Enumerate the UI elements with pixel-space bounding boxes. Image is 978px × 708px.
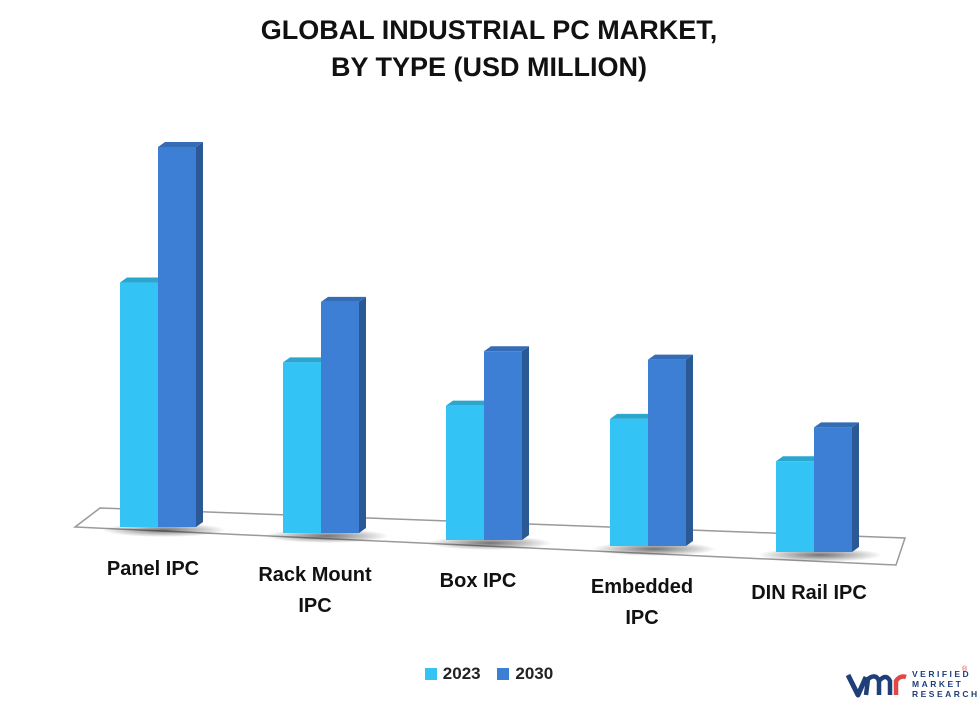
bar-front xyxy=(484,351,522,540)
bar-2023 xyxy=(776,456,821,552)
bar-front xyxy=(648,359,686,546)
chart-title: GLOBAL INDUSTRIAL PC MARKET, BY TYPE (US… xyxy=(0,12,978,86)
bar-front xyxy=(776,461,814,552)
registered-mark: ® xyxy=(962,666,968,673)
bar-front xyxy=(321,301,359,533)
category-label-line: DIN Rail IPC xyxy=(751,582,867,604)
bar-side xyxy=(852,422,859,552)
legend-item-2023: 2023 xyxy=(424,664,481,684)
bar-top xyxy=(158,142,203,147)
category-label-line: Rack Mount xyxy=(258,564,372,586)
category-label-line: IPC xyxy=(625,607,658,629)
brand-text-line-2: MARKET xyxy=(912,679,964,689)
category-label: Box IPC xyxy=(440,570,517,592)
bar-top xyxy=(446,400,491,406)
bar-top xyxy=(484,346,529,352)
bars-layer xyxy=(102,142,882,562)
category-labels: Panel IPC Rack Mount IPC Box IPC Embedded IPC… xyxy=(107,558,867,629)
vmr-logo-icon xyxy=(846,673,907,698)
legend-swatch-2030 xyxy=(497,668,510,680)
bar-front xyxy=(283,362,321,533)
bar-top xyxy=(610,413,655,419)
bar-2030 xyxy=(814,422,859,552)
category-label-line: Panel IPC xyxy=(107,558,199,580)
category-label-line: Box IPC xyxy=(440,570,517,592)
bar-front xyxy=(120,282,158,527)
bar-top xyxy=(283,357,328,363)
category-label-line: IPC xyxy=(298,595,331,617)
brand-text: VERIFIED MARKET RESEARCH xyxy=(912,669,978,699)
chart-title-line-2: BY TYPE (USD MILLION) xyxy=(330,52,647,82)
bar-side xyxy=(196,142,203,527)
category-label: Embedded IPC xyxy=(591,576,693,629)
bar-front xyxy=(814,427,852,552)
bar-top xyxy=(120,277,165,283)
bar-top xyxy=(814,422,859,428)
bar-2030 xyxy=(648,354,693,546)
brand-logo: VERIFIED MARKET RESEARCH ® xyxy=(846,664,978,704)
bar-2030 xyxy=(158,142,203,527)
bar-top xyxy=(321,296,366,302)
legend-item-2030: 2030 xyxy=(497,664,553,684)
legend-swatch-2023 xyxy=(424,668,437,680)
bar-2030 xyxy=(484,346,529,540)
legend-label-2023: 2023 xyxy=(442,664,481,683)
brand-text-line-3: RESEARCH xyxy=(912,689,978,699)
bar-2030 xyxy=(321,296,366,533)
legend: 2023 2030 xyxy=(0,664,978,685)
bar-front xyxy=(610,418,648,546)
brand-text-line-1: VERIFIED xyxy=(912,669,972,679)
bar-side xyxy=(522,346,529,540)
bar-front xyxy=(446,405,484,540)
chart-title-line-1: GLOBAL INDUSTRIAL PC MARKET, xyxy=(260,15,718,45)
legend-label-2030: 2030 xyxy=(515,664,554,683)
category-label: DIN Rail IPC xyxy=(751,582,867,604)
bar-side xyxy=(359,296,366,533)
bar-top xyxy=(776,456,821,462)
bar-side xyxy=(686,354,693,546)
bar-top xyxy=(648,354,693,360)
category-label-line: Embedded xyxy=(591,576,693,598)
category-label: Rack Mount IPC xyxy=(258,564,372,617)
bar-front xyxy=(158,147,196,527)
category-label: Panel IPC xyxy=(107,558,199,580)
